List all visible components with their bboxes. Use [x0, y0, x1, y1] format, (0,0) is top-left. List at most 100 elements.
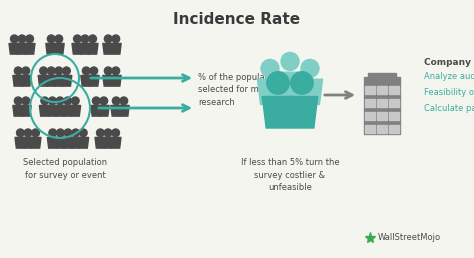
Circle shape — [82, 67, 90, 75]
Polygon shape — [78, 138, 89, 148]
Circle shape — [92, 97, 100, 105]
Bar — [389, 112, 399, 120]
Circle shape — [26, 35, 34, 43]
Polygon shape — [111, 106, 121, 116]
Polygon shape — [72, 43, 82, 54]
Circle shape — [80, 129, 87, 137]
Polygon shape — [17, 43, 27, 54]
Text: WallStreetMojo: WallStreetMojo — [378, 233, 441, 243]
Circle shape — [104, 35, 112, 43]
Circle shape — [291, 72, 313, 94]
Polygon shape — [297, 79, 323, 104]
Polygon shape — [70, 138, 81, 148]
Bar — [364, 77, 400, 82]
Circle shape — [73, 35, 81, 43]
Polygon shape — [23, 138, 33, 148]
Polygon shape — [110, 43, 121, 54]
Bar — [364, 82, 400, 134]
Polygon shape — [54, 43, 64, 54]
Bar — [377, 125, 387, 133]
Text: % of the population
selected for market
research: % of the population selected for market … — [198, 73, 281, 107]
Polygon shape — [103, 43, 114, 54]
Bar — [389, 99, 399, 107]
Polygon shape — [20, 106, 31, 116]
Polygon shape — [54, 75, 64, 86]
Circle shape — [49, 129, 56, 137]
Polygon shape — [55, 106, 65, 116]
Polygon shape — [13, 106, 24, 116]
Circle shape — [48, 97, 56, 105]
Polygon shape — [87, 43, 98, 54]
Circle shape — [41, 97, 48, 105]
Circle shape — [301, 59, 319, 77]
Polygon shape — [46, 43, 56, 54]
Text: Selected population
for survey or event: Selected population for survey or event — [23, 158, 107, 180]
Polygon shape — [46, 75, 56, 86]
Circle shape — [97, 129, 104, 137]
Text: Company Uses -: Company Uses - — [424, 58, 474, 67]
Polygon shape — [47, 106, 58, 116]
Bar — [368, 73, 396, 77]
Polygon shape — [110, 75, 121, 86]
Bar — [365, 99, 375, 107]
Circle shape — [112, 129, 119, 137]
Polygon shape — [99, 106, 109, 116]
Polygon shape — [62, 106, 73, 116]
Circle shape — [55, 67, 63, 75]
Text: Incidence Rate: Incidence Rate — [173, 12, 301, 27]
Polygon shape — [24, 43, 35, 54]
Circle shape — [40, 67, 47, 75]
Circle shape — [14, 67, 22, 75]
Circle shape — [14, 97, 22, 105]
Text: Analyze audience reach: Analyze audience reach — [424, 72, 474, 81]
Bar — [377, 99, 387, 107]
Polygon shape — [47, 138, 58, 148]
Circle shape — [47, 67, 55, 75]
Polygon shape — [55, 138, 66, 148]
Circle shape — [112, 97, 120, 105]
Circle shape — [104, 67, 112, 75]
Circle shape — [72, 97, 79, 105]
Polygon shape — [70, 106, 81, 116]
Bar — [365, 86, 375, 94]
Polygon shape — [30, 138, 41, 148]
Bar — [389, 86, 399, 94]
Circle shape — [24, 129, 32, 137]
Polygon shape — [257, 79, 283, 104]
Polygon shape — [9, 43, 20, 54]
Bar — [365, 112, 375, 120]
Polygon shape — [63, 138, 73, 148]
Bar — [389, 125, 399, 133]
Circle shape — [64, 97, 72, 105]
Circle shape — [22, 67, 30, 75]
Circle shape — [267, 72, 289, 94]
Circle shape — [63, 67, 70, 75]
Circle shape — [112, 67, 119, 75]
Circle shape — [89, 35, 97, 43]
Polygon shape — [103, 75, 114, 86]
Circle shape — [18, 35, 26, 43]
Polygon shape — [110, 138, 121, 148]
Circle shape — [120, 97, 128, 105]
Circle shape — [56, 129, 64, 137]
Text: If less than 5% turn the
survey costlier &
unfeasible: If less than 5% turn the survey costlier… — [241, 158, 339, 192]
Polygon shape — [286, 96, 318, 128]
Polygon shape — [39, 106, 50, 116]
Circle shape — [10, 35, 18, 43]
Circle shape — [22, 97, 30, 105]
Text: Calculate participation: Calculate participation — [424, 104, 474, 113]
Bar — [365, 125, 375, 133]
Circle shape — [261, 59, 279, 77]
Polygon shape — [15, 138, 26, 148]
Polygon shape — [89, 75, 99, 86]
Polygon shape — [61, 75, 72, 86]
Circle shape — [81, 35, 89, 43]
Polygon shape — [262, 96, 294, 128]
Circle shape — [90, 67, 98, 75]
Polygon shape — [81, 75, 91, 86]
Polygon shape — [13, 75, 24, 86]
Polygon shape — [20, 75, 31, 86]
Circle shape — [104, 129, 112, 137]
Text: Feasibility of research: Feasibility of research — [424, 88, 474, 97]
Circle shape — [72, 129, 80, 137]
